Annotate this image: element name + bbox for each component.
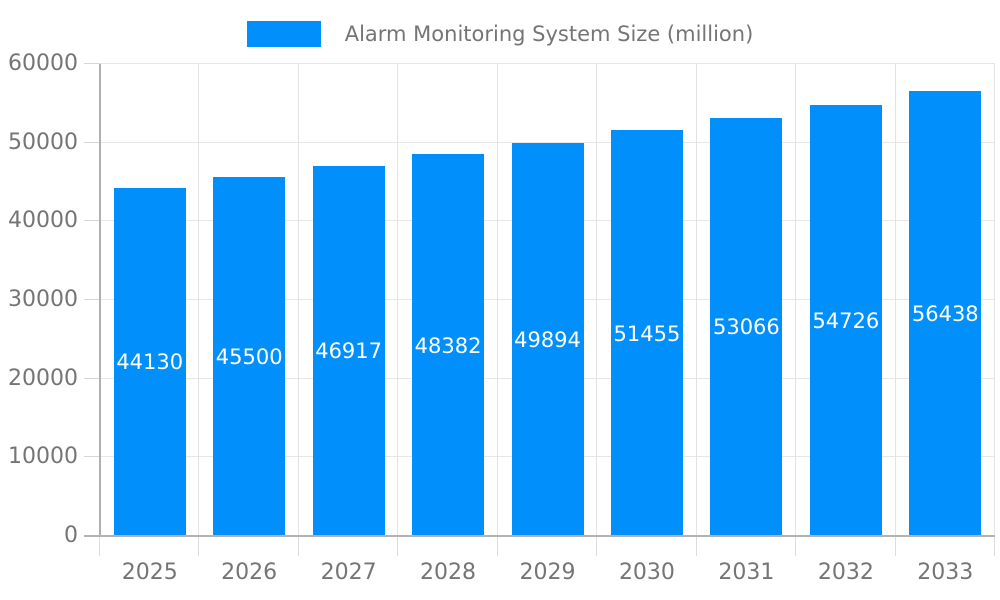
y-axis-label: 20000	[8, 365, 78, 391]
x-axis-tick	[198, 536, 200, 556]
x-axis-label: 2029	[519, 560, 576, 585]
bar-2030	[610, 130, 683, 535]
bar-2026	[213, 177, 286, 535]
x-axis-tick	[297, 536, 299, 556]
x-axis-tick	[596, 536, 598, 556]
bar-value-label: 56438	[911, 302, 979, 326]
x-axis-line	[84, 535, 995, 537]
bar-2027	[312, 165, 385, 535]
bar-2033	[909, 91, 982, 535]
x-gridline	[198, 64, 200, 536]
x-axis-label: 2025	[121, 560, 178, 585]
y-axis-label: 30000	[8, 287, 78, 312]
bar-value-label: 53066	[712, 315, 780, 340]
y-axis-label: 40000	[8, 208, 78, 234]
y-axis-tick	[84, 141, 100, 143]
x-gridline	[795, 64, 797, 536]
x-axis-tick	[695, 536, 697, 556]
y-gridline	[100, 63, 995, 64]
x-axis-label: 2026	[221, 560, 278, 585]
bar-2031	[710, 117, 783, 535]
x-gridline	[496, 64, 498, 536]
bar-2028	[412, 154, 485, 535]
legend-color-swatch	[246, 21, 321, 47]
x-gridline	[695, 64, 697, 536]
y-axis-tick	[84, 456, 100, 458]
y-axis-line	[99, 64, 101, 536]
x-axis-label: 2031	[718, 560, 775, 585]
y-axis-tick	[84, 299, 100, 300]
x-gridline	[994, 64, 995, 536]
y-gridline	[100, 141, 995, 143]
y-axis-tick	[84, 63, 100, 64]
x-axis-label: 2032	[817, 560, 874, 585]
x-axis-label: 2028	[420, 560, 477, 585]
x-gridline	[894, 64, 896, 536]
bar-value-label: 48382	[414, 333, 482, 358]
x-axis-label: 2027	[320, 560, 377, 585]
bar-value-label: 54726	[812, 308, 880, 333]
bar-2025	[113, 187, 186, 535]
y-axis-label: 60000	[8, 51, 78, 76]
bar-value-label: 46917	[315, 339, 383, 364]
chart-legend: Alarm Monitoring System Size (million)	[0, 21, 1000, 47]
y-axis-tick	[84, 220, 100, 222]
x-axis-tick	[99, 536, 100, 556]
bar-value-label: 49894	[514, 327, 581, 352]
y-axis-label: 50000	[8, 129, 78, 155]
x-gridline	[297, 64, 299, 536]
legend-series-label: Alarm Monitoring System Size (million)	[344, 22, 754, 46]
x-axis-label: 2033	[917, 560, 974, 585]
x-axis-tick	[894, 536, 896, 556]
y-axis-tick	[84, 377, 100, 379]
x-axis-tick	[994, 536, 995, 556]
bar-value-label: 45500	[215, 345, 283, 370]
x-gridline	[596, 64, 598, 536]
x-gridline	[397, 64, 399, 536]
y-axis-label: 10000	[8, 444, 78, 470]
y-axis-label: 0	[64, 523, 78, 548]
x-axis-tick	[397, 536, 399, 556]
bar-value-label: 44130	[116, 350, 184, 375]
bar-2032	[809, 104, 882, 535]
x-axis-tick	[795, 536, 797, 556]
bar-2029	[511, 142, 584, 535]
x-axis-label: 2030	[618, 560, 675, 585]
x-axis-tick	[496, 536, 498, 556]
bar-value-label: 51455	[613, 321, 681, 346]
plot-area: 0 10000 20000 30000 40000 50000 60000 44130 2025…	[8, 51, 995, 585]
